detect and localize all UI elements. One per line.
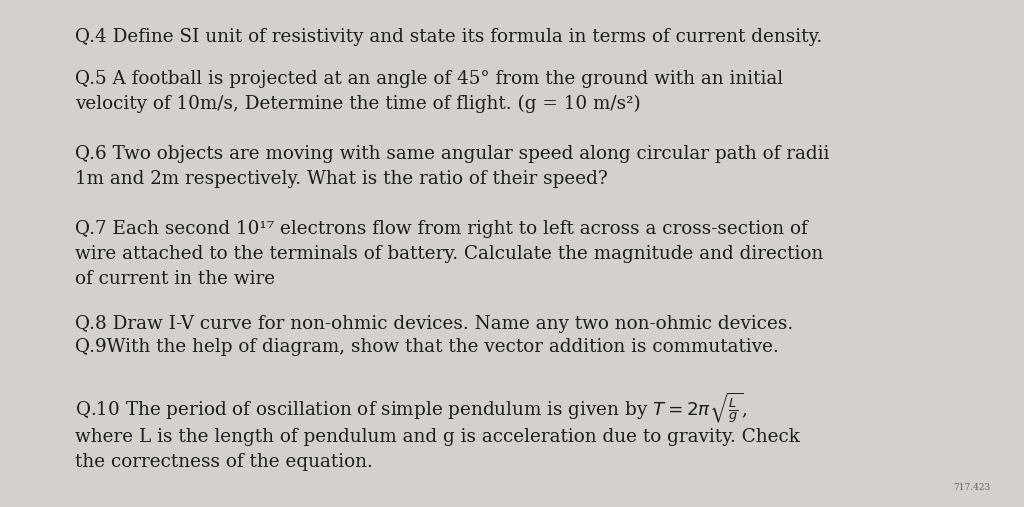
Text: Q.6 Two objects are moving with same angular speed along circular path of radii: Q.6 Two objects are moving with same ang… (75, 145, 829, 163)
Text: wire attached to the terminals of battery. Calculate the magnitude and direction: wire attached to the terminals of batter… (75, 245, 823, 263)
Text: of current in the wire: of current in the wire (75, 270, 275, 288)
Text: Q.9With the help of diagram, show that the vector addition is commutative.: Q.9With the help of diagram, show that t… (75, 338, 779, 356)
Text: Q.5 A football is projected at an angle of 45° from the ground with an initial: Q.5 A football is projected at an angle … (75, 70, 783, 88)
Text: 717.423: 717.423 (953, 483, 990, 492)
Text: Q.10 The period of oscillation of simple pendulum is given by $T = 2\pi\sqrt{\fr: Q.10 The period of oscillation of simple… (75, 390, 748, 425)
Text: Q.4 Define SI unit of resistivity and state its formula in terms of current dens: Q.4 Define SI unit of resistivity and st… (75, 28, 822, 46)
Text: Q.8 Draw I-V curve for non-ohmic devices. Name any two non-ohmic devices.: Q.8 Draw I-V curve for non-ohmic devices… (75, 315, 794, 333)
Text: velocity of 10m/s, Determine the time of flight. (g = 10 m/s²): velocity of 10m/s, Determine the time of… (75, 95, 641, 113)
Text: Q.7 Each second 10¹⁷ electrons flow from right to left across a cross-section of: Q.7 Each second 10¹⁷ electrons flow from… (75, 220, 808, 238)
Text: where L is the length of pendulum and g is acceleration due to gravity. Check: where L is the length of pendulum and g … (75, 428, 800, 446)
Text: 1m and 2m respectively. What is the ratio of their speed?: 1m and 2m respectively. What is the rati… (75, 170, 608, 188)
Text: the correctness of the equation.: the correctness of the equation. (75, 453, 373, 471)
